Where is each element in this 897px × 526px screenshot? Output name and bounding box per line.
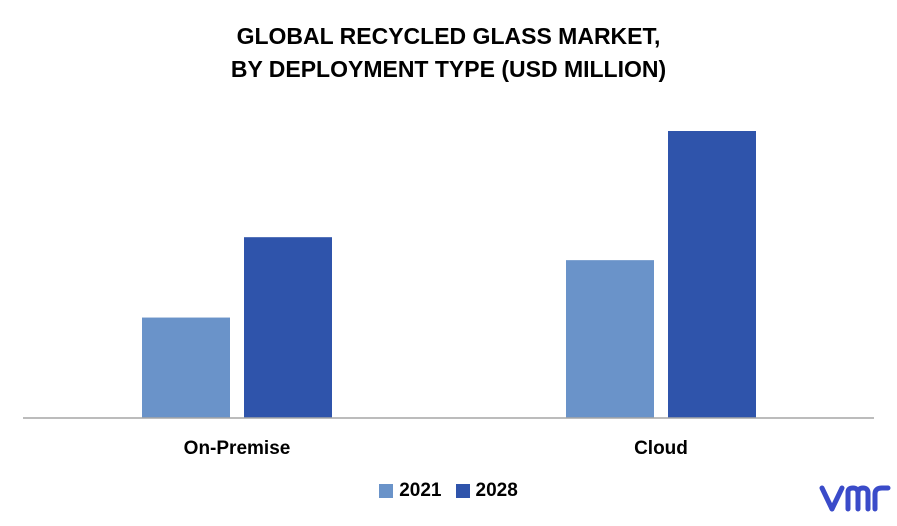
legend-label-2021: 2021	[399, 480, 442, 501]
bar-on-premise-2028	[244, 237, 332, 418]
chart-title-line-1: GLOBAL RECYCLED GLASS MARKET,	[236, 23, 661, 49]
chart-title-line-2: BY DEPLOYMENT TYPE (USD MILLION)	[230, 56, 667, 82]
x-tick-label: On-Premise	[184, 438, 291, 459]
bar-chart: On-Premise Cloud	[23, 131, 874, 459]
legend-swatch-2021	[379, 484, 394, 498]
legend-item-2021: 2021	[379, 480, 442, 502]
bar-cloud-2021	[566, 260, 654, 418]
legend-label-2028: 2028	[475, 480, 518, 501]
legend-item-2028: 2028	[455, 480, 518, 502]
x-tick-label: Cloud	[634, 438, 688, 459]
bar-on-premise-2021	[142, 317, 230, 418]
vmr-logo	[819, 485, 891, 512]
legend: 2021 2028	[0, 480, 897, 502]
legend-swatch-2028	[455, 484, 470, 498]
x-tick-labels: On-Premise Cloud	[184, 438, 688, 459]
bars-group	[142, 131, 756, 418]
chart-title: GLOBAL RECYCLED GLASS MARKET, BY DEPLOYM…	[0, 20, 897, 86]
bar-cloud-2028	[668, 131, 756, 418]
